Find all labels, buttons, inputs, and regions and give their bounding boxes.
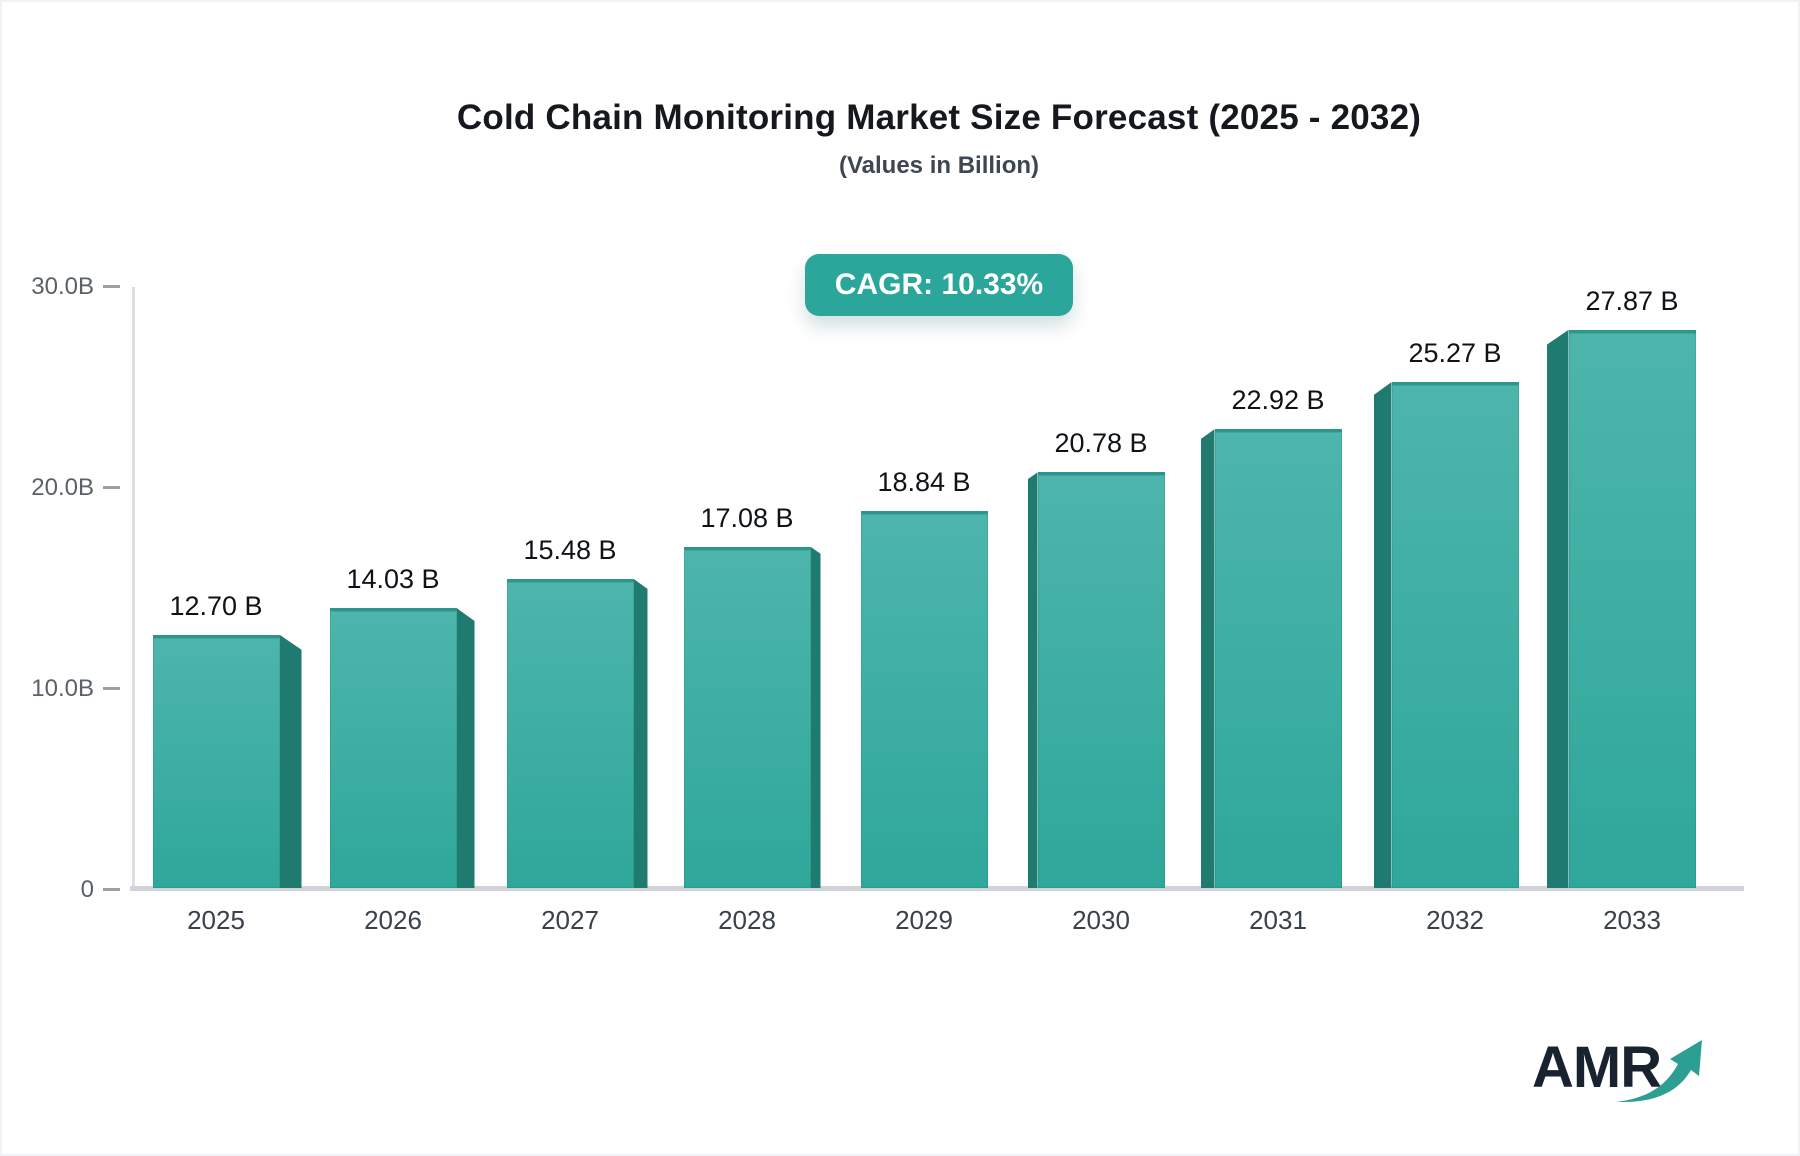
bar-side-face — [810, 546, 821, 888]
bar-value-label: 25.27 B — [1408, 338, 1502, 369]
x-axis-label: 2033 — [1603, 905, 1661, 935]
bar-side-face — [456, 607, 475, 888]
amr-logo-text: AMR — [1532, 1035, 1662, 1100]
bar — [1037, 472, 1165, 888]
bar-value-label: 17.08 B — [700, 502, 794, 533]
x-axis-label: 2029 — [895, 905, 953, 935]
x-axis-label: 2028 — [718, 905, 776, 935]
bar-side-face — [1546, 329, 1569, 888]
x-axis-label: 2026 — [364, 905, 422, 935]
y-axis-tick-label: 0 — [80, 876, 94, 903]
y-axis-line — [132, 287, 135, 888]
bar-value-label: 12.70 B — [169, 590, 263, 621]
bar-value-label: 14.03 B — [346, 563, 440, 594]
chart-subtitle: (Values in Billion) — [838, 152, 1040, 179]
x-axis-label: 2032 — [1426, 905, 1484, 935]
y-axis-tick — [103, 486, 120, 489]
amr-logo: AMR — [1526, 1030, 1726, 1108]
bar — [1214, 429, 1342, 888]
bar — [506, 578, 634, 888]
x-axis-label: 2031 — [1249, 905, 1307, 935]
y-axis-tick-label: 30.0B — [31, 273, 94, 300]
bar-value-label: 15.48 B — [523, 534, 617, 565]
y-axis-tick-label: 10.0B — [31, 675, 94, 702]
x-axis-label: 2027 — [541, 905, 599, 935]
bar-side-face — [279, 634, 302, 888]
y-axis-tick — [103, 888, 120, 891]
bar — [329, 607, 457, 888]
y-axis-tick-label: 20.0B — [31, 474, 94, 501]
cagr-badge: CAGR: 10.33% — [804, 254, 1074, 316]
bar-value-label: 18.84 B — [877, 467, 971, 498]
bar — [1568, 329, 1696, 888]
bar — [683, 546, 811, 888]
bar-side-face — [1373, 382, 1392, 888]
bar — [1391, 382, 1519, 888]
x-axis-baseline — [130, 886, 1744, 891]
bar-value-label: 20.78 B — [1054, 428, 1148, 459]
y-axis-tick — [103, 687, 120, 690]
bar-side-face — [1027, 472, 1038, 888]
page-title: Cold Chain Monitoring Market Size Foreca… — [456, 98, 1422, 137]
bar-value-label: 27.87 B — [1585, 285, 1679, 316]
y-axis-tick — [103, 285, 120, 288]
bar — [152, 634, 280, 888]
bar-value-label: 22.92 B — [1231, 385, 1325, 416]
bar — [860, 511, 988, 888]
x-axis-label: 2025 — [187, 905, 245, 935]
cagr-badge-row: CAGR: 10.33% — [134, 254, 1744, 316]
bar-side-face — [1200, 429, 1215, 888]
chart-header: Cold Chain Monitoring Market Size Foreca… — [134, 2, 1744, 180]
growth-arrow-icon — [1616, 1040, 1702, 1103]
bar-side-face — [633, 578, 648, 888]
x-axis-label: 2030 — [1072, 905, 1130, 935]
